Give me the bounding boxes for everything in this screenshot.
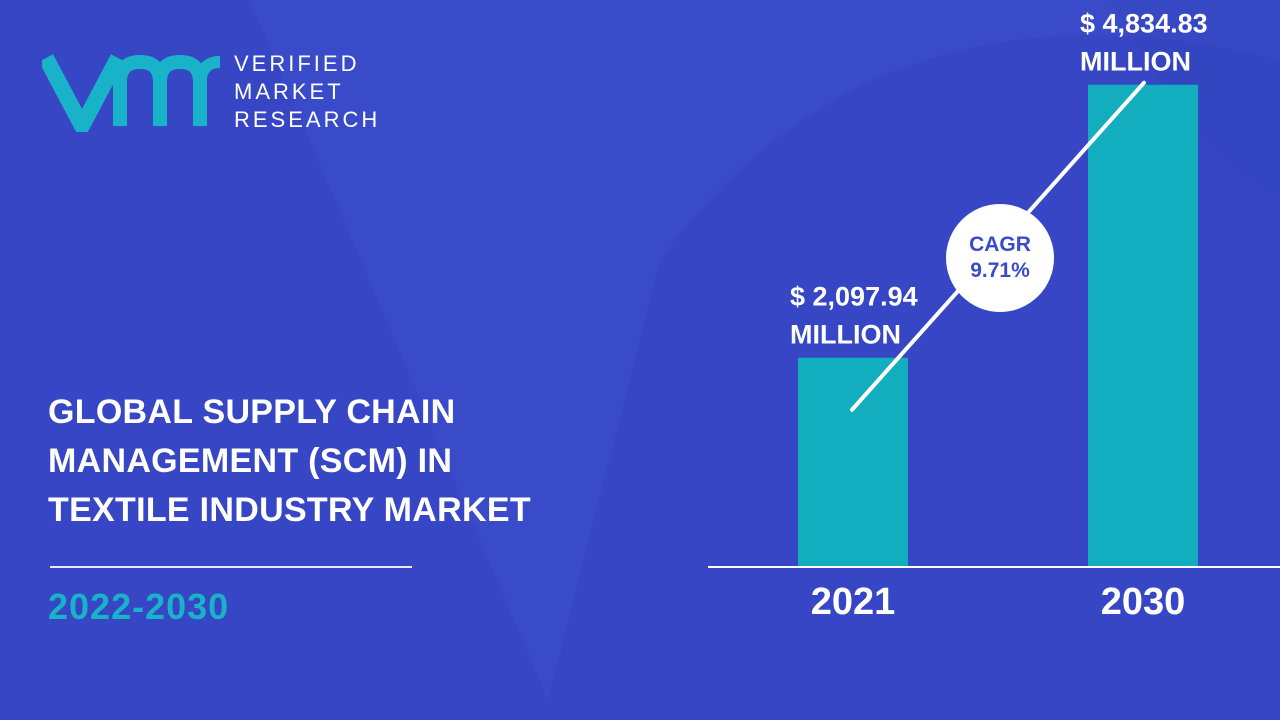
bar-2021 [798, 357, 908, 567]
cagr-badge: CAGR 9.71% [946, 204, 1054, 312]
data-label-2030-1: $ 4,834.83 [1080, 9, 1208, 39]
brand-logo: VERIFIED MARKET RESEARCH [42, 50, 380, 134]
title-line-1: GLOBAL SUPPLY CHAIN [48, 393, 456, 431]
brand-line-3: RESEARCH [234, 107, 381, 132]
title-line-2: MANAGEMENT (SCM) IN [48, 442, 453, 480]
brand-name: VERIFIED MARKET RESEARCH [234, 50, 380, 134]
brand-line-2: MARKET [234, 79, 344, 104]
x-tick-label-2030: 2030 [1101, 581, 1186, 623]
forecast-period: 2022-2030 [48, 586, 230, 627]
vmr-logo-icon [42, 54, 221, 132]
bar-2030 [1088, 84, 1198, 567]
data-label-2021-2: MILLION [790, 320, 901, 350]
title-divider [50, 566, 412, 568]
page-title: GLOBAL SUPPLY CHAIN MANAGEMENT (SCM) IN … [48, 388, 608, 535]
cagr-label: CAGR [969, 233, 1031, 256]
cagr-value: 9.71% [970, 259, 1030, 282]
x-tick-label-2021: 2021 [811, 581, 896, 623]
brand-line-1: VERIFIED [234, 51, 360, 76]
data-label-2021-1: $ 2,097.94 [790, 282, 918, 312]
data-label-2030-2: MILLION [1080, 47, 1191, 77]
title-line-3: TEXTILE INDUSTRY MARKET [48, 491, 531, 529]
